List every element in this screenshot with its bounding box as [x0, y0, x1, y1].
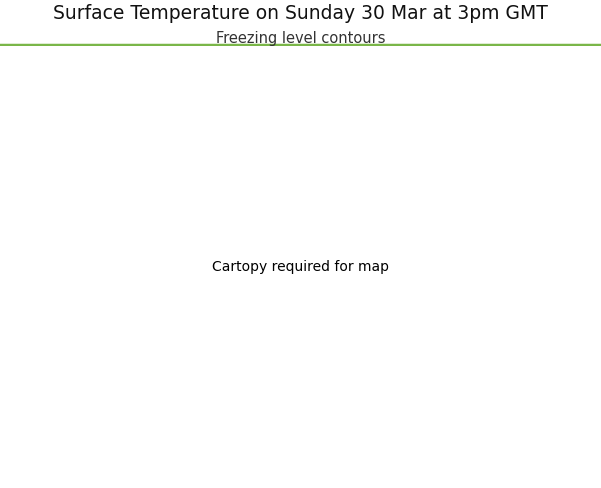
Text: Cartopy required for map: Cartopy required for map [212, 260, 389, 274]
Text: Freezing level contours: Freezing level contours [216, 31, 385, 45]
Text: Surface Temperature on Sunday 30 Mar at 3pm GMT: Surface Temperature on Sunday 30 Mar at … [53, 4, 548, 23]
